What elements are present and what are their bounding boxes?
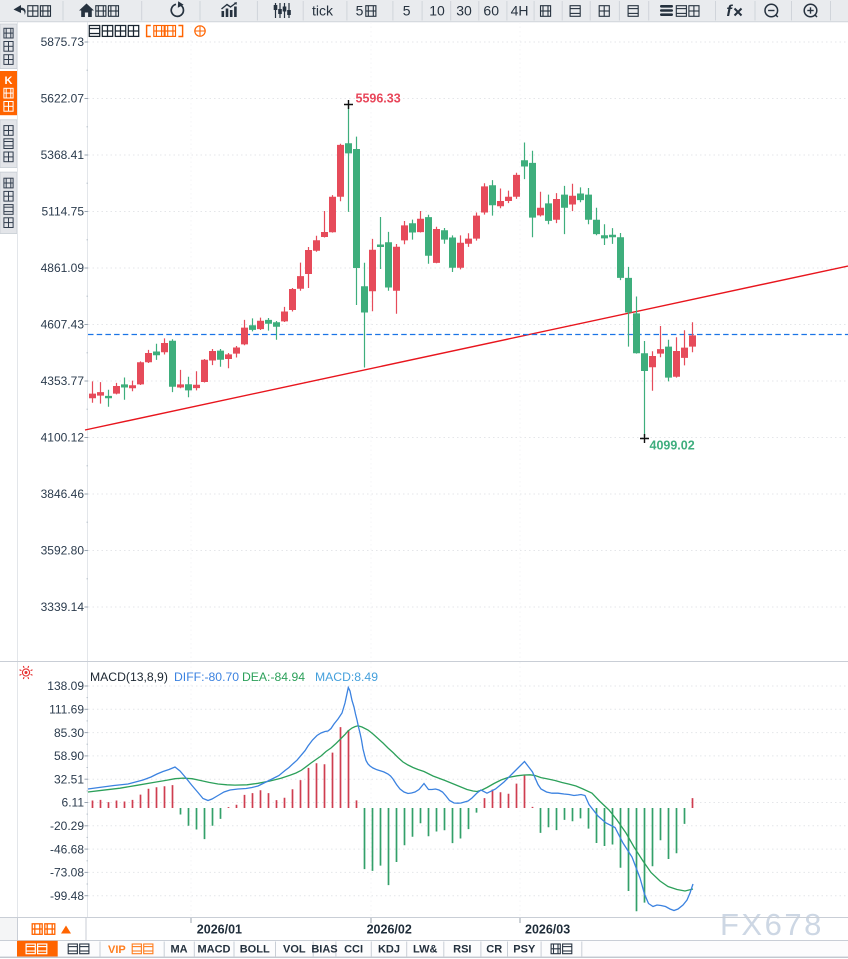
svg-text:3339.14: 3339.14 bbox=[41, 600, 85, 614]
svg-text:2026/01: 2026/01 bbox=[197, 923, 242, 937]
svg-text:LW&: LW& bbox=[413, 943, 437, 955]
svg-text:3592.80: 3592.80 bbox=[41, 544, 85, 558]
svg-text:6.11: 6.11 bbox=[62, 796, 85, 810]
svg-text:32.51: 32.51 bbox=[54, 772, 84, 786]
svg-text:PSY: PSY bbox=[513, 943, 536, 955]
svg-text:4607.43: 4607.43 bbox=[41, 318, 85, 332]
svg-text:-73.08: -73.08 bbox=[50, 866, 84, 880]
svg-text:5875.73: 5875.73 bbox=[41, 35, 85, 49]
svg-text:30: 30 bbox=[456, 3, 472, 19]
svg-text:MA: MA bbox=[170, 943, 187, 955]
svg-text:VOL: VOL bbox=[283, 943, 306, 955]
svg-text:85.30: 85.30 bbox=[54, 726, 84, 740]
svg-text:5: 5 bbox=[356, 3, 364, 19]
svg-text:138.09: 138.09 bbox=[47, 679, 84, 693]
svg-text:MACD:8.49: MACD:8.49 bbox=[315, 670, 378, 684]
svg-text:4099.02: 4099.02 bbox=[650, 439, 695, 453]
svg-text:MACD: MACD bbox=[198, 943, 231, 955]
svg-text:BIAS: BIAS bbox=[311, 943, 337, 955]
svg-text:4353.77: 4353.77 bbox=[41, 374, 85, 388]
svg-text:4H: 4H bbox=[511, 3, 529, 19]
svg-text:5114.75: 5114.75 bbox=[42, 205, 85, 219]
svg-text:3846.46: 3846.46 bbox=[41, 487, 85, 501]
svg-text:2026/02: 2026/02 bbox=[367, 923, 412, 937]
svg-text:5368.41: 5368.41 bbox=[41, 148, 85, 162]
svg-text:K: K bbox=[5, 75, 13, 87]
svg-text:-20.29: -20.29 bbox=[50, 819, 84, 833]
svg-text:CR: CR bbox=[486, 943, 502, 955]
svg-text:2026/03: 2026/03 bbox=[525, 923, 570, 937]
svg-text:60: 60 bbox=[483, 3, 499, 19]
svg-text:-46.68: -46.68 bbox=[50, 842, 84, 856]
svg-text:f: f bbox=[726, 3, 733, 20]
svg-text:10: 10 bbox=[429, 3, 445, 19]
svg-text:CCI: CCI bbox=[344, 943, 363, 955]
svg-text:58.90: 58.90 bbox=[54, 749, 84, 763]
svg-text:KDJ: KDJ bbox=[378, 943, 400, 955]
svg-text:DEA:-84.94: DEA:-84.94 bbox=[242, 670, 305, 684]
svg-text:4861.09: 4861.09 bbox=[41, 261, 85, 275]
svg-text:RSI: RSI bbox=[453, 943, 471, 955]
svg-text:VIP: VIP bbox=[108, 944, 126, 956]
svg-text:tick: tick bbox=[312, 3, 334, 19]
svg-text:4100.12: 4100.12 bbox=[41, 431, 85, 445]
svg-text:111.69: 111.69 bbox=[49, 703, 84, 717]
svg-text:FX678: FX678 bbox=[720, 907, 824, 942]
svg-text:5: 5 bbox=[403, 3, 411, 19]
svg-text:5622.07: 5622.07 bbox=[41, 92, 85, 106]
svg-text:5596.33: 5596.33 bbox=[356, 92, 401, 106]
svg-text:BOLL: BOLL bbox=[240, 943, 270, 955]
svg-text:-99.48: -99.48 bbox=[50, 889, 84, 903]
svg-text:DIFF:-80.70: DIFF:-80.70 bbox=[174, 670, 239, 684]
svg-text:MACD(13,8,9): MACD(13,8,9) bbox=[90, 670, 168, 684]
